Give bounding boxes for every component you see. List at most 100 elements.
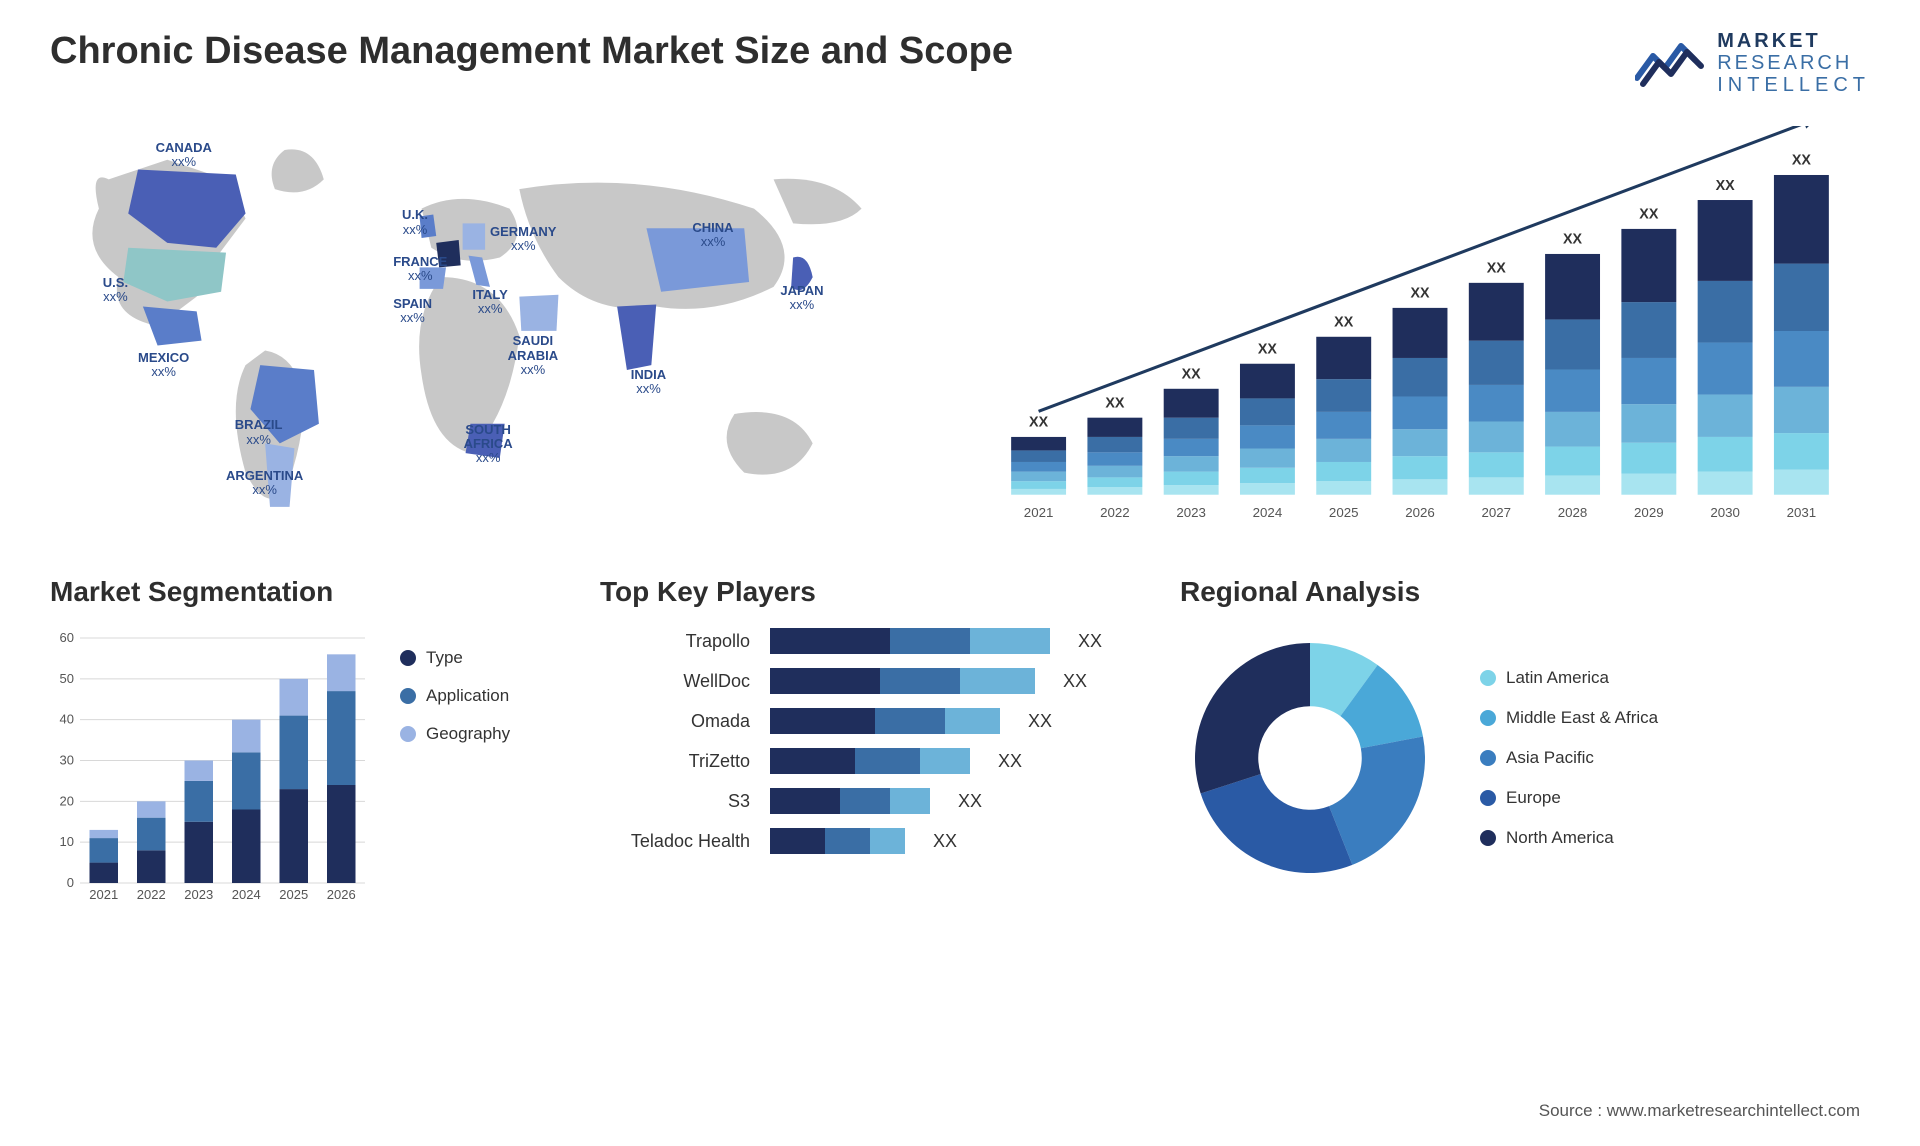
svg-text:2025: 2025 [1329,505,1359,520]
logo-line-1: MARKET [1717,30,1870,52]
regional-title: Regional Analysis [1180,576,1870,608]
legend-label: Europe [1506,788,1561,808]
bottom-row: Market Segmentation 01020304050602021202… [50,576,1870,908]
svg-text:XX: XX [1563,232,1583,248]
header: Chronic Disease Management Market Size a… [50,30,1870,96]
player-bar-segment [770,788,840,814]
svg-text:20: 20 [60,793,74,808]
svg-text:2031: 2031 [1787,505,1817,520]
player-bar-segment [890,788,930,814]
player-bar [770,668,1035,694]
svg-text:40: 40 [60,712,74,727]
svg-text:XX: XX [1410,286,1430,302]
svg-text:2029: 2029 [1634,505,1664,520]
legend-swatch-icon [1480,710,1496,726]
svg-text:30: 30 [60,753,74,768]
player-bar-segment [770,708,875,734]
legend-swatch-icon [1480,830,1496,846]
key-players-panel: Top Key Players TrapolloXXWellDocXXOmada… [600,576,1130,908]
player-bar-segment [880,668,960,694]
player-bar [770,708,1000,734]
svg-text:2022: 2022 [1100,505,1130,520]
legend-item: North America [1480,828,1658,848]
svg-text:2030: 2030 [1710,505,1740,520]
segmentation-legend: Type Application Geography [400,648,510,744]
player-bar-segment [770,668,880,694]
legend-item: Europe [1480,788,1658,808]
svg-text:XX: XX [1182,367,1202,383]
player-row: WellDoc XX [600,668,1130,694]
segmentation-title: Market Segmentation [50,576,550,608]
player-name: TriZetto [600,751,750,772]
logo-line-3: INTELLECT [1717,74,1870,96]
svg-text:XX: XX [1258,342,1278,358]
legend-swatch-icon [400,650,416,666]
svg-text:XX: XX [1716,178,1736,194]
svg-text:XX: XX [1105,395,1125,411]
logo-line-2: RESEARCH [1717,52,1870,74]
svg-text:60: 60 [60,630,74,645]
player-value: XX [998,751,1022,772]
legend-item: Asia Pacific [1480,748,1658,768]
player-bar-segment [870,828,905,854]
player-bar-segment [875,708,945,734]
player-row: TrapolloXX [600,628,1130,654]
svg-text:XX: XX [1792,153,1812,169]
player-bar-segment [945,708,1000,734]
player-bar-segment [840,788,890,814]
player-bar-segment [970,628,1050,654]
source-attribution: Source : www.marketresearchintellect.com [1539,1101,1860,1121]
legend-item: Geography [400,724,510,744]
legend-label: Geography [426,724,510,744]
legend-item: Type [400,648,510,668]
svg-text:2023: 2023 [1176,505,1206,520]
player-value: XX [1063,671,1087,692]
key-players-title: Top Key Players [600,576,1130,608]
svg-text:0: 0 [67,875,74,890]
player-bar-segment [770,828,825,854]
player-row: OmadaXX [600,708,1130,734]
svg-text:XX: XX [1029,415,1049,431]
player-bar [770,828,905,854]
legend-label: North America [1506,828,1614,848]
svg-text:2025: 2025 [279,887,308,902]
svg-text:2021: 2021 [1024,505,1054,520]
svg-text:2027: 2027 [1481,505,1511,520]
player-value: XX [1078,631,1102,652]
player-name: WellDoc [600,671,750,692]
regional-panel: Regional Analysis Latin AmericaMiddle Ea… [1180,576,1870,908]
svg-text:2026: 2026 [1405,505,1435,520]
player-name: S3 [600,791,750,812]
svg-text:XX: XX [1334,315,1354,331]
svg-text:XX: XX [1487,261,1507,277]
svg-text:2023: 2023 [184,887,213,902]
player-bar-segment [855,748,920,774]
logo-mark-icon [1635,38,1705,88]
player-value: XX [1028,711,1052,732]
legend-swatch-icon [1480,670,1496,686]
svg-text:2026: 2026 [327,887,356,902]
player-bar [770,748,970,774]
player-bar-segment [890,628,970,654]
player-row: Teladoc HealthXX [600,828,1130,854]
player-bar [770,628,1050,654]
legend-swatch-icon [400,688,416,704]
segmentation-panel: Market Segmentation 01020304050602021202… [50,576,550,908]
player-name: Teladoc Health [600,831,750,852]
world-map-panel: CANADAxx%U.S.xx%MEXICOxx%BRAZILxx%ARGENT… [50,116,930,536]
player-bar-segment [770,748,855,774]
legend-label: Asia Pacific [1506,748,1594,768]
legend-item: Application [400,686,510,706]
svg-text:2024: 2024 [1253,505,1283,520]
player-value: XX [958,791,982,812]
world-map-icon [50,116,930,536]
legend-label: Type [426,648,463,668]
logo-text: MARKET RESEARCH INTELLECT [1717,30,1870,96]
legend-swatch-icon [400,726,416,742]
player-bar-segment [920,748,970,774]
legend-label: Application [426,686,509,706]
segmentation-bar-chart: 0102030405060202120222023202420252026 [50,628,370,908]
player-bar [770,788,930,814]
player-bar-segment [960,668,1035,694]
top-row: CANADAxx%U.S.xx%MEXICOxx%BRAZILxx%ARGENT… [50,116,1870,536]
